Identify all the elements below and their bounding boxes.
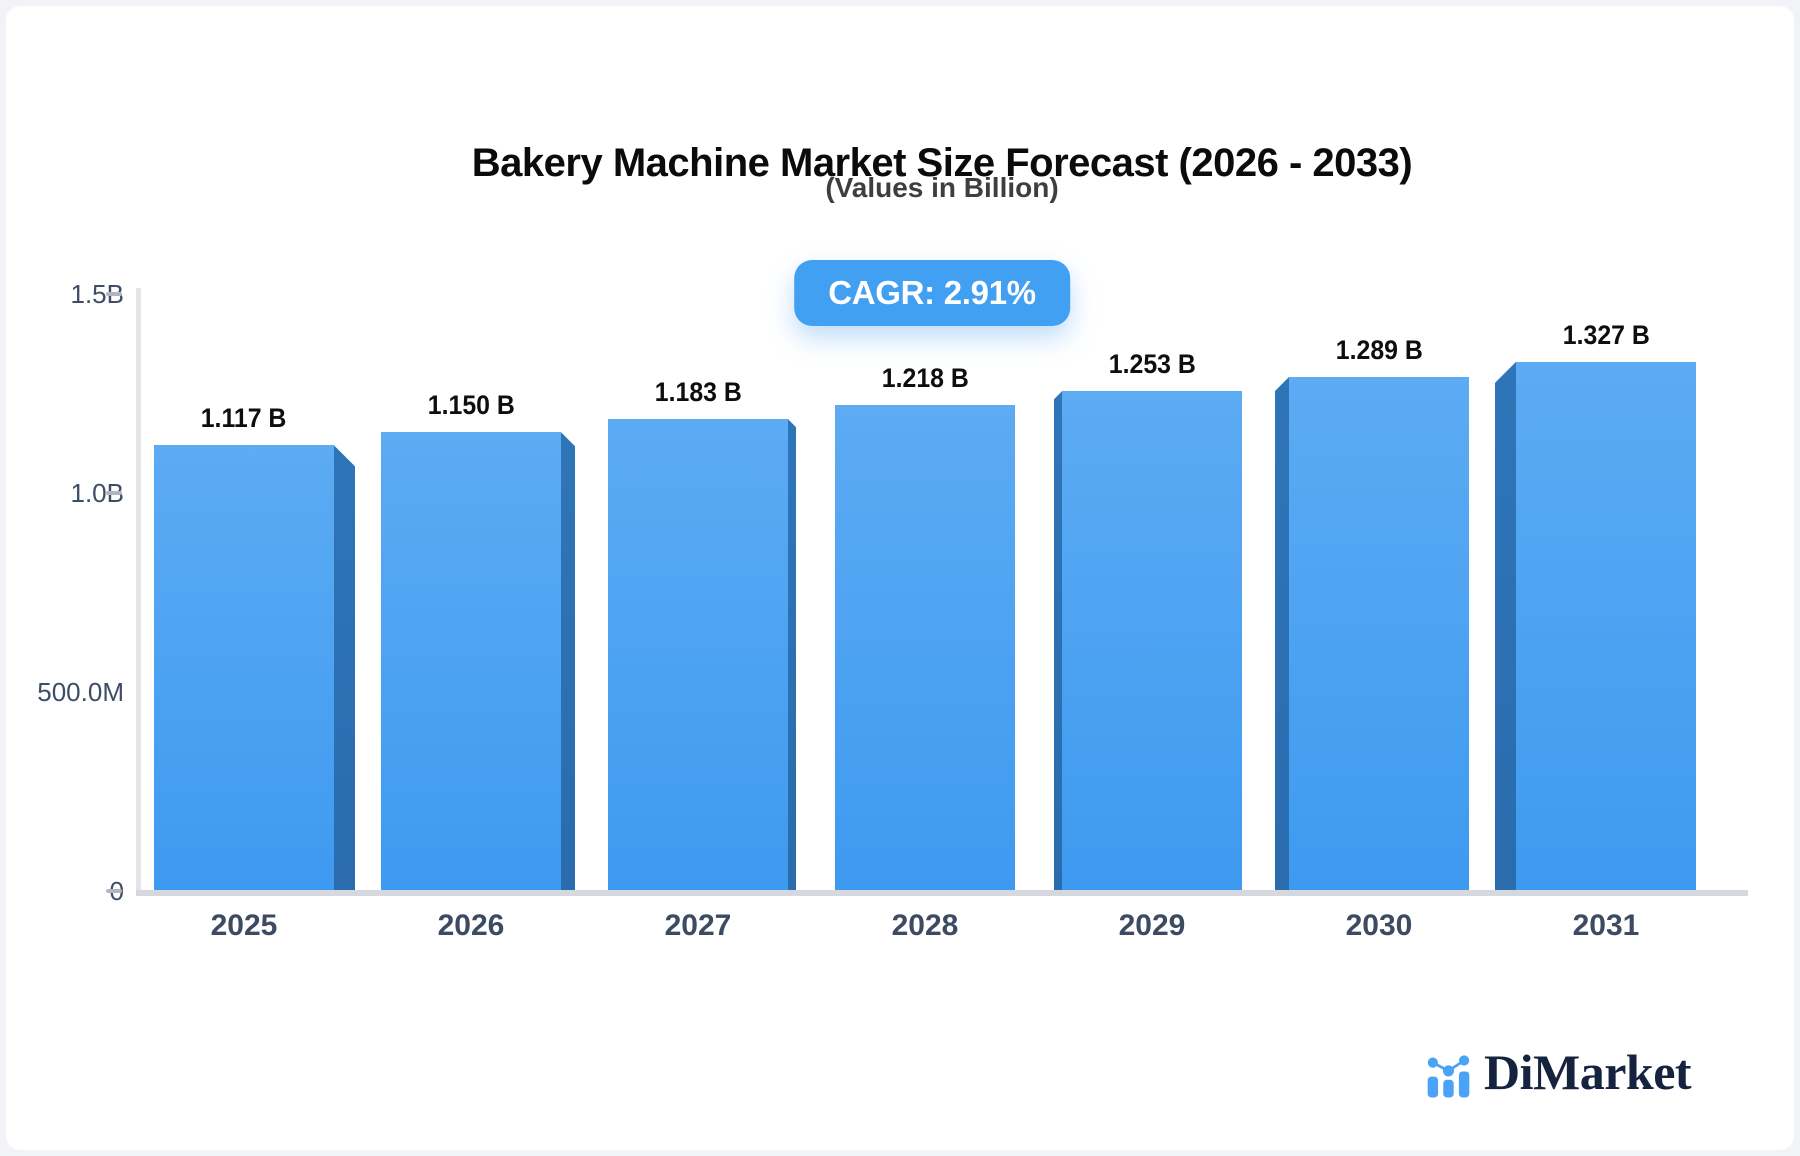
bar-side-face bbox=[788, 419, 796, 890]
x-tick-label: 2030 bbox=[1345, 909, 1413, 942]
bar-side-face bbox=[1054, 391, 1062, 890]
bar-2027[interactable] bbox=[608, 419, 788, 890]
bar-value-label: 1.253 B bbox=[1108, 349, 1196, 380]
chart-title: Bakery Machine Market Size Forecast (202… bbox=[471, 140, 1413, 185]
x-axis-line bbox=[136, 890, 1748, 896]
bar-2030[interactable] bbox=[1289, 376, 1469, 890]
y-tick-dash bbox=[106, 491, 122, 495]
x-tick-label: 2027 bbox=[664, 909, 732, 942]
bar-value-label: 1.117 B bbox=[201, 403, 287, 434]
y-axis-line bbox=[136, 288, 141, 896]
y-tick-dash bbox=[106, 889, 122, 893]
cagr-badge-label: CAGR: 2.91% bbox=[828, 274, 1036, 311]
bar-2026[interactable] bbox=[381, 432, 561, 890]
bar-side-face bbox=[1495, 361, 1516, 890]
logo-wordmark: DiMarket bbox=[1484, 1044, 1692, 1100]
x-tick-label: 2031 bbox=[1572, 909, 1640, 942]
bar-2025[interactable] bbox=[154, 445, 334, 890]
y-tick-label: 500.0M bbox=[37, 677, 124, 707]
bar-side-face bbox=[1275, 376, 1289, 890]
x-tick-label: 2025 bbox=[210, 909, 278, 942]
bar-line-chart-icon bbox=[1427, 1055, 1470, 1098]
bar-side-face bbox=[561, 432, 575, 890]
cagr-badge: CAGR: 2.91% bbox=[794, 260, 1070, 326]
x-tick-label: 2028 bbox=[891, 909, 959, 942]
bar-value-label: 1.150 B bbox=[427, 390, 515, 421]
bar-value-label: 1.289 B bbox=[1335, 334, 1423, 365]
bar-value-label: 1.327 B bbox=[1562, 319, 1650, 350]
x-tick-label: 2026 bbox=[437, 909, 505, 942]
y-tick-dash bbox=[106, 292, 122, 296]
chart-subtitle: (Values in Billion) bbox=[825, 172, 1059, 203]
bar-2031[interactable] bbox=[1516, 361, 1696, 890]
bar-2028[interactable] bbox=[835, 405, 1015, 890]
bar-side-face bbox=[334, 445, 355, 890]
chart-card: Bakery Machine Market Size Forecast (202… bbox=[6, 6, 1794, 1150]
bar-value-label: 1.218 B bbox=[881, 363, 969, 394]
bar-value-label: 1.183 B bbox=[654, 377, 742, 408]
x-tick-label: 2029 bbox=[1118, 909, 1186, 942]
bar-2029[interactable] bbox=[1062, 391, 1242, 890]
dimarket-logo: DiMarket bbox=[1426, 1044, 1692, 1100]
